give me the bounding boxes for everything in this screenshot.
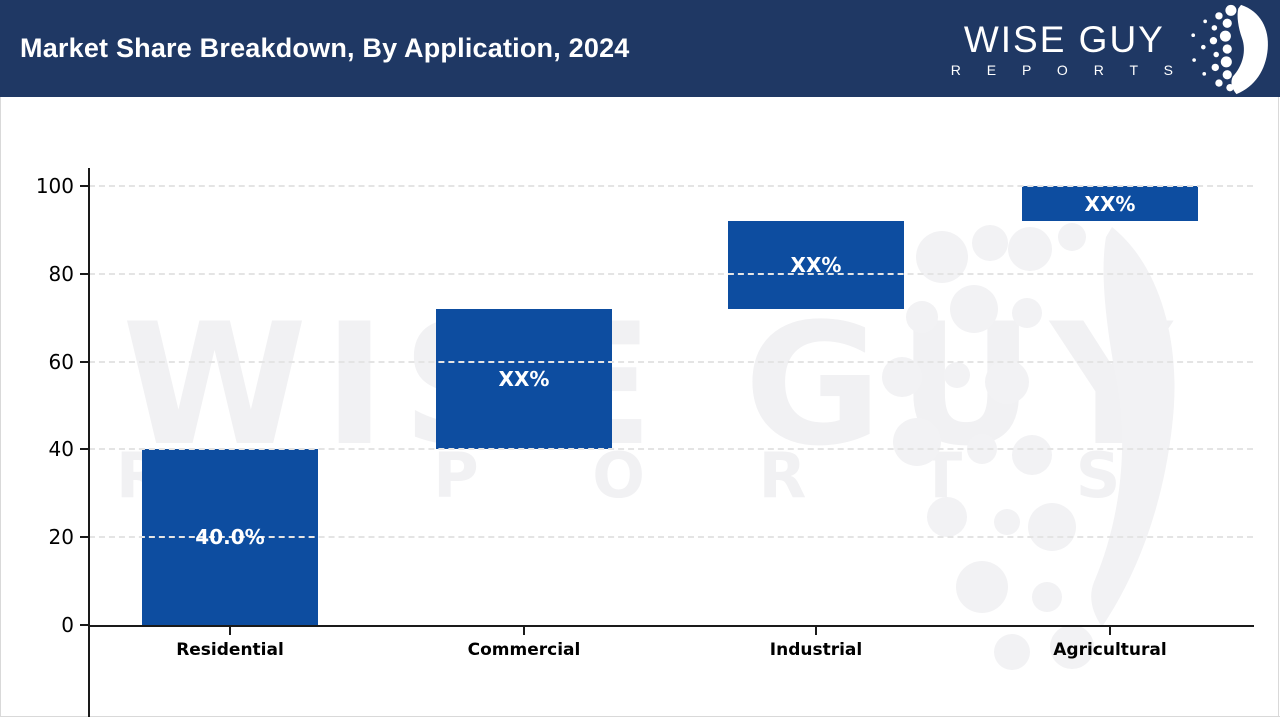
y-tick-mark-0 [80,624,89,626]
x-tick-mark-industrial [815,627,817,635]
y-tick-label-0: 0 [61,613,74,637]
frame-border-left [0,97,1,717]
x-tick-label-industrial: Industrial [769,640,863,660]
x-tick-label-commercial: Commercial [467,640,581,660]
y-tick-mark-40 [80,448,89,451]
watermark-face-icon [882,223,1175,670]
y-tick-mark-20 [80,536,89,539]
x-tick-mark-residential [229,627,231,635]
bar-value-label-residential: 40.0% [195,525,265,550]
bar-commercial [436,308,612,450]
y-tick-label-80: 80 [48,261,74,286]
x-tick-mark-agricultural [1109,627,1111,635]
logo-subtext: R E P O R T S [950,61,1184,78]
x-tick-label-agricultural: Agricultural [1053,640,1167,660]
y-tick-label-60: 60 [48,349,74,374]
logo-wordmark: WISE GUY [963,18,1165,60]
logo-text: WISE GUY R E P O R T S [945,21,1184,77]
y-axis-line [88,168,90,717]
header-bar: Market Share Breakdown, By Application, … [0,0,1280,97]
y-tick-mark-100 [80,185,89,187]
gridline-60 [89,360,1253,363]
x-tick-mark-commercial [523,627,525,635]
bar-agricultural [1022,186,1198,222]
bar-industrial [728,221,904,309]
gridline-80 [89,272,1253,275]
bar-value-label-agricultural: XX% [1084,191,1136,216]
frame-border-right [1278,97,1279,717]
y-tick-label-40: 40 [48,437,74,462]
y-tick-mark-60 [80,360,89,363]
bar-value-label-commercial: XX% [498,367,550,392]
gridline-40 [89,448,1253,451]
x-axis-line [88,625,1254,627]
page-title: Market Share Breakdown, By Application, … [20,33,630,63]
logo-face-icon [1191,4,1268,94]
bar-value-label-industrial: XX% [790,253,842,278]
y-tick-label-100: 100 [35,174,74,198]
y-tick-label-20: 20 [48,525,74,550]
x-tick-label-residential: Residential [176,640,284,660]
frame-border-bottom [0,716,1280,717]
gridline-20 [89,536,1253,539]
y-tick-mark-80 [80,272,89,275]
logo: WISE GUY R E P O R T S [945,3,1280,95]
gridline-100 [89,185,1253,187]
